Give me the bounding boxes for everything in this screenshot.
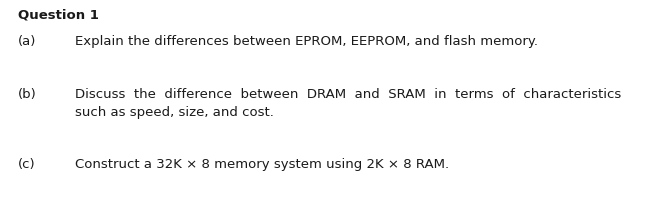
Text: (a): (a) xyxy=(18,35,36,48)
Text: Question 1: Question 1 xyxy=(18,8,99,21)
Text: (c): (c) xyxy=(18,157,35,170)
Text: Discuss  the  difference  between  DRAM  and  SRAM  in  terms  of  characteristi: Discuss the difference between DRAM and … xyxy=(75,87,621,101)
Text: such as speed, size, and cost.: such as speed, size, and cost. xyxy=(75,105,274,118)
Text: Explain the differences between EPROM, EEPROM, and flash memory.: Explain the differences between EPROM, E… xyxy=(75,35,538,48)
Text: Construct a 32K × 8 memory system using 2K × 8 RAM.: Construct a 32K × 8 memory system using … xyxy=(75,157,449,170)
Text: (b): (b) xyxy=(18,87,37,101)
